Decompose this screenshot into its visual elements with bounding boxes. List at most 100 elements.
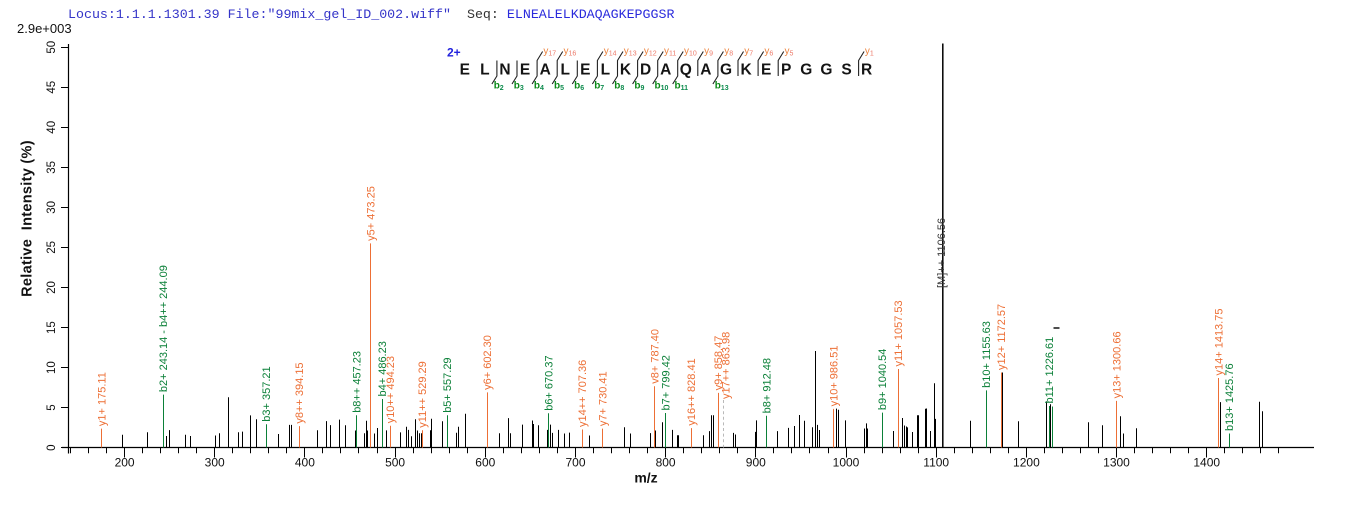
svg-text:y14: y14 [604, 46, 617, 58]
svg-text:y17: y17 [543, 46, 556, 58]
svg-text:y10+ 986.51: y10+ 986.51 [828, 346, 840, 407]
svg-text:Q: Q [680, 62, 692, 79]
svg-text:y16++ 828.41: y16++ 828.41 [686, 358, 698, 425]
svg-text:y9: y9 [704, 46, 713, 58]
svg-text:y12+ 1172.57: y12+ 1172.57 [996, 304, 1008, 370]
svg-text:b9+ 1040.54: b9+ 1040.54 [877, 349, 889, 410]
svg-text:b11: b11 [675, 81, 689, 93]
svg-text:5: 5 [46, 404, 58, 410]
svg-text:35: 35 [46, 161, 58, 174]
svg-text:G: G [820, 62, 832, 79]
svg-text:1400: 1400 [1193, 456, 1220, 470]
svg-text:y11+ 1057.53: y11+ 1057.53 [893, 300, 905, 366]
svg-text:G: G [720, 62, 732, 79]
svg-text:y16: y16 [564, 46, 577, 58]
svg-text:700: 700 [565, 456, 585, 470]
svg-text:b10+ 1155.63: b10+ 1155.63 [981, 321, 993, 388]
svg-text:L: L [480, 62, 489, 79]
svg-text:10: 10 [46, 361, 58, 374]
svg-text:b4+ 486.23: b4+ 486.23 [377, 341, 389, 396]
svg-text:b3: b3 [514, 81, 524, 93]
svg-text:b11+ 1226.61: b11+ 1226.61 [1044, 337, 1056, 404]
svg-text:500: 500 [385, 456, 405, 470]
svg-text:2+: 2+ [447, 46, 461, 60]
svg-text:[M]++ 1106.56: [M]++ 1106.56 [936, 218, 948, 288]
svg-text:y8++ 394.15: y8++ 394.15 [294, 362, 306, 423]
svg-text:b9: b9 [634, 81, 644, 93]
svg-text:b8++ 457.23: b8++ 457.23 [352, 351, 364, 413]
svg-text:E: E [460, 62, 470, 79]
svg-text:1300: 1300 [1103, 456, 1130, 470]
svg-text:y1: y1 [865, 46, 874, 58]
svg-text:45: 45 [46, 81, 58, 94]
svg-text:G: G [800, 62, 812, 79]
svg-text:y7: y7 [744, 46, 753, 58]
svg-text:900: 900 [746, 456, 766, 470]
svg-text:v8+ 787.40: v8+ 787.40 [649, 329, 661, 384]
svg-text:y8: y8 [724, 46, 733, 58]
svg-text:y5+ 473.25: y5+ 473.25 [366, 186, 378, 241]
svg-text:y13: y13 [624, 46, 637, 58]
svg-text:b2: b2 [494, 81, 504, 93]
svg-text:y10++ 494.23: y10++ 494.23 [385, 356, 397, 423]
svg-text:b5: b5 [554, 81, 564, 93]
svg-text:b8: b8 [614, 81, 624, 93]
svg-text:b10: b10 [655, 81, 669, 93]
svg-text:b4: b4 [534, 81, 544, 93]
svg-text:y10: y10 [684, 46, 697, 58]
svg-text:b6: b6 [574, 81, 584, 93]
svg-text:y11++ 529.29: y11++ 529.29 [417, 361, 429, 427]
svg-text:y6: y6 [764, 46, 773, 58]
svg-text:E: E [580, 62, 590, 79]
svg-text:25: 25 [46, 241, 58, 254]
svg-text:y17++ 863.98: y17++ 863.98 [720, 332, 732, 399]
svg-text:15: 15 [46, 321, 58, 334]
svg-text:E: E [520, 62, 530, 79]
svg-text:L: L [560, 62, 569, 79]
svg-text:y14+ 1413.75: y14+ 1413.75 [1214, 309, 1226, 376]
svg-text:y14++ 707.36: y14++ 707.36 [577, 360, 589, 427]
svg-text:1000: 1000 [833, 456, 860, 470]
svg-text:y11: y11 [664, 46, 676, 58]
svg-text:K: K [620, 62, 632, 79]
svg-text:P: P [781, 62, 791, 79]
svg-text:200: 200 [115, 456, 135, 470]
svg-text:0: 0 [46, 444, 58, 450]
svg-text:20: 20 [46, 281, 58, 294]
svg-text:b3+ 357.21: b3+ 357.21 [261, 366, 273, 421]
svg-text:y5: y5 [785, 46, 794, 58]
svg-text:A: A [660, 62, 671, 79]
svg-text:b13+ 1425.76: b13+ 1425.76 [1224, 363, 1236, 431]
svg-text:y9+ 858.47: y9+ 858.47 [713, 336, 725, 391]
svg-text:K: K [740, 62, 752, 79]
svg-text:N: N [499, 62, 510, 79]
svg-text:Relative Intensity (%): Relative Intensity (%) [20, 140, 36, 297]
svg-text:1200: 1200 [1013, 456, 1040, 470]
svg-text:S: S [841, 62, 851, 79]
svg-text:800: 800 [656, 456, 676, 470]
svg-text:b2+ 243.14 - b4++ 244.09: b2+ 243.14 - b4++ 244.09 [158, 265, 170, 392]
svg-text:D: D [640, 62, 651, 79]
svg-text:b7: b7 [594, 81, 604, 93]
svg-text:300: 300 [205, 456, 225, 470]
svg-text:1100: 1100 [923, 456, 949, 470]
svg-text:40: 40 [46, 121, 58, 134]
svg-text:b7+ 799.42: b7+ 799.42 [660, 355, 672, 410]
svg-text:y12: y12 [644, 46, 657, 58]
svg-text:A: A [700, 62, 711, 79]
svg-text:y13+ 1300.66: y13+ 1300.66 [1112, 331, 1124, 398]
svg-text:b5+ 557.29: b5+ 557.29 [442, 357, 454, 412]
svg-text:R: R [861, 62, 872, 79]
svg-text:y7+ 730.41: y7+ 730.41 [598, 371, 610, 426]
svg-text:y1+ 175.11: y1+ 175.11 [97, 372, 109, 426]
svg-text:b6+ 670.37: b6+ 670.37 [543, 355, 555, 410]
svg-text:E: E [761, 62, 771, 79]
svg-text:L: L [601, 62, 610, 79]
svg-text:400: 400 [295, 456, 315, 470]
svg-text:30: 30 [46, 201, 58, 214]
svg-text:y6+ 602.30: y6+ 602.30 [482, 335, 494, 390]
svg-text:600: 600 [475, 456, 495, 470]
svg-text:A: A [540, 62, 551, 79]
svg-text:b13: b13 [715, 81, 729, 93]
svg-text:b8+ 912.48: b8+ 912.48 [762, 358, 774, 413]
